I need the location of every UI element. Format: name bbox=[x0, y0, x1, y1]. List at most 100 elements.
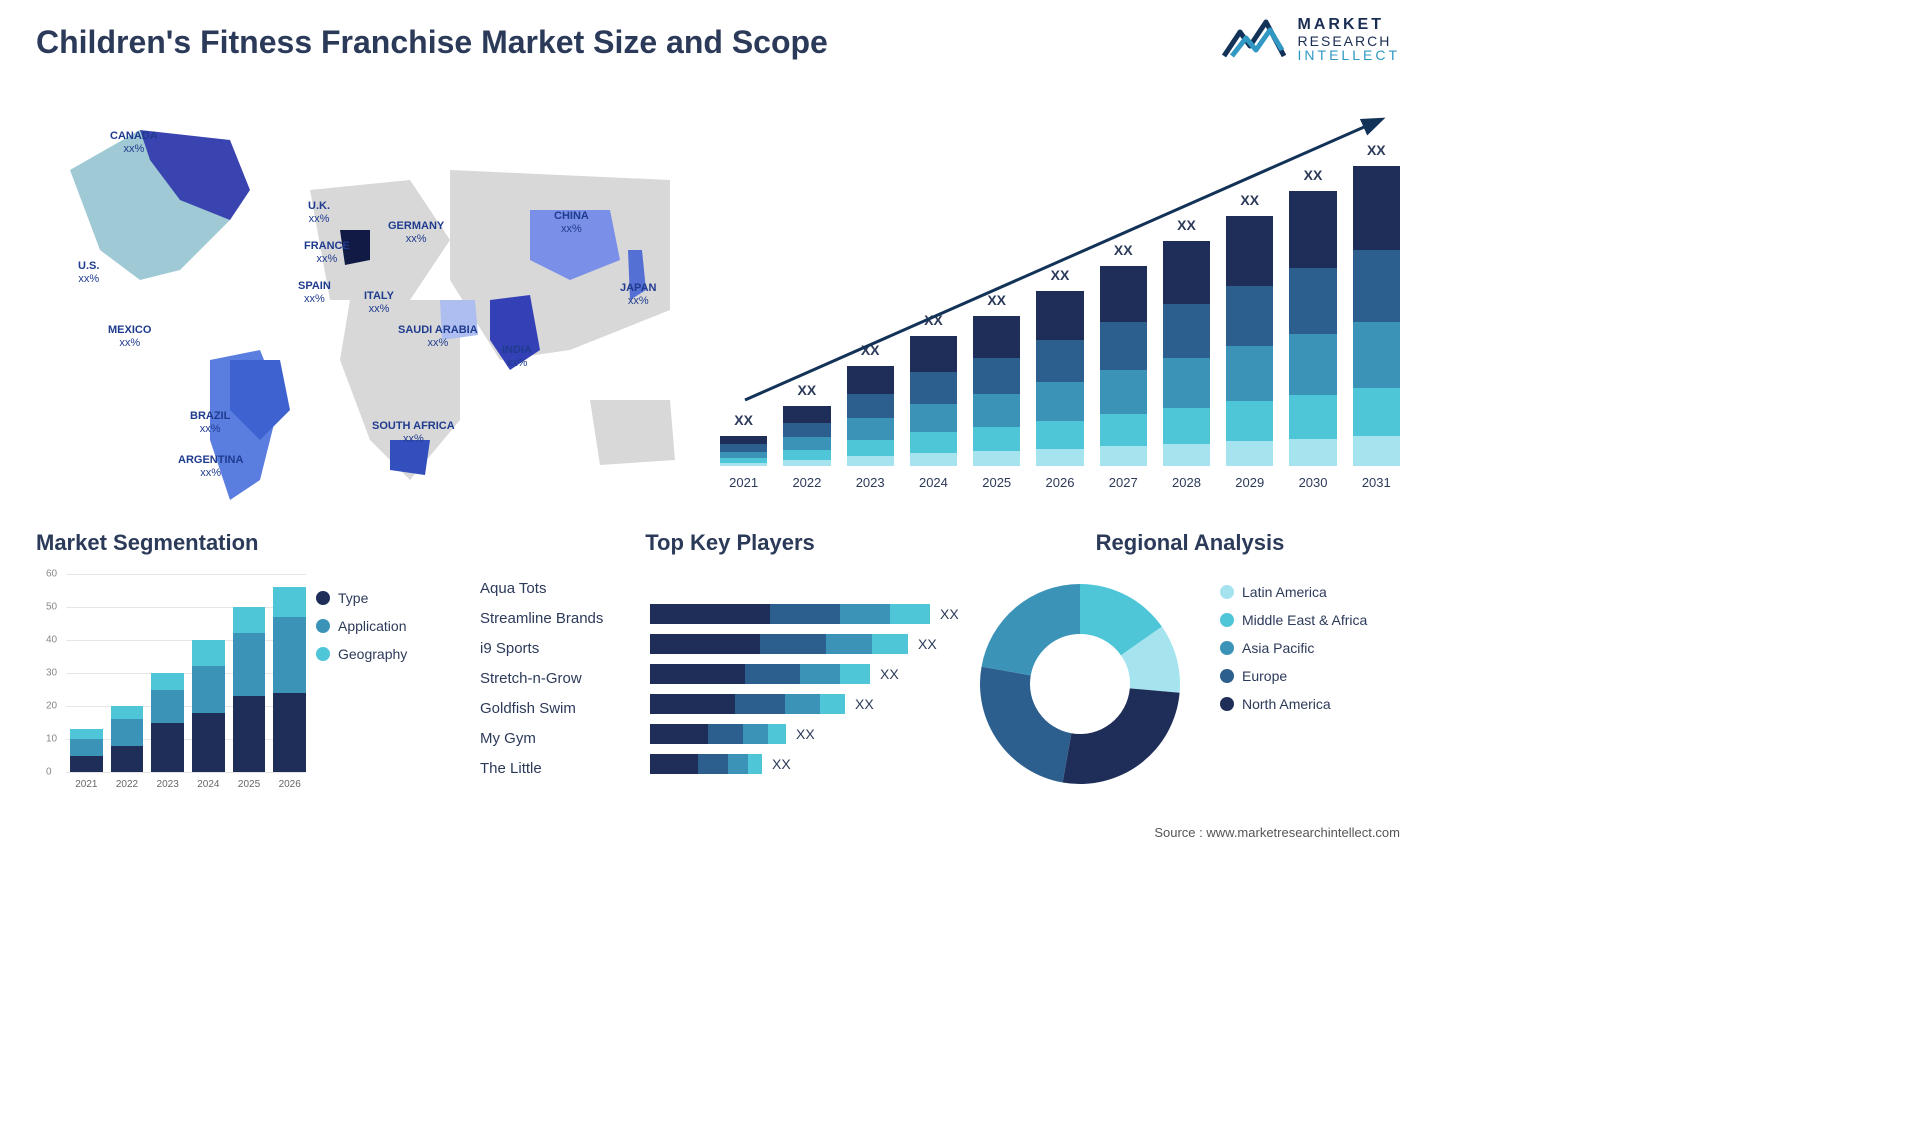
player-bar-seg bbox=[826, 634, 872, 654]
player-name: My Gym bbox=[480, 724, 640, 754]
trend-bar-seg bbox=[720, 463, 767, 466]
trend-bar-seg bbox=[1226, 346, 1273, 401]
trend-bar-seg bbox=[1226, 401, 1273, 441]
trend-bar-seg bbox=[720, 452, 767, 459]
map-label-france: FRANCExx% bbox=[304, 240, 350, 265]
legend-dot-icon bbox=[316, 619, 330, 633]
logo-text-1: MARKET bbox=[1298, 17, 1400, 34]
map-label-u-s-: U.S.xx% bbox=[78, 260, 99, 285]
player-bar-seg bbox=[800, 664, 840, 684]
trend-bar-seg bbox=[1100, 266, 1147, 322]
trend-bar-seg bbox=[1036, 449, 1083, 467]
trend-bar-seg bbox=[1036, 382, 1083, 421]
world-map: CANADAxx%U.S.xx%MEXICOxx%BRAZILxx%ARGENT… bbox=[30, 100, 690, 500]
trend-bar-label: XX bbox=[910, 312, 957, 328]
trend-x-tick: 2024 bbox=[910, 475, 957, 490]
trend-bar-seg bbox=[1289, 191, 1336, 268]
map-label-china: CHINAxx% bbox=[554, 210, 589, 235]
trend-bar-label: XX bbox=[847, 342, 894, 358]
map-label-south-africa: SOUTH AFRICAxx% bbox=[372, 420, 455, 445]
legend-dot-icon bbox=[1220, 697, 1234, 711]
player-name: Goldfish Swim bbox=[480, 694, 640, 724]
player-bar-seg bbox=[650, 724, 708, 744]
trend-bar-seg bbox=[783, 406, 830, 423]
y-tick-label: 60 bbox=[46, 569, 57, 580]
segm-seg bbox=[233, 696, 266, 772]
segm-seg bbox=[273, 617, 306, 693]
segm-seg bbox=[273, 693, 306, 772]
player-bar: XX bbox=[650, 664, 970, 684]
trend-bar-label: XX bbox=[720, 412, 767, 428]
player-bar: XX bbox=[650, 634, 970, 654]
segm-seg bbox=[151, 673, 184, 690]
trend-bar-seg bbox=[1353, 322, 1400, 388]
trend-bar-seg bbox=[1100, 414, 1147, 446]
trend-bar-seg bbox=[1289, 268, 1336, 334]
map-label-japan: JAPANxx% bbox=[620, 282, 656, 307]
legend-dot-icon bbox=[1220, 585, 1234, 599]
segm-legend-item: Application bbox=[316, 618, 456, 634]
legend-label: Europe bbox=[1242, 668, 1287, 684]
segm-seg bbox=[151, 690, 184, 723]
map-label-u-k-: U.K.xx% bbox=[308, 200, 330, 225]
player-bar-seg bbox=[840, 664, 870, 684]
trend-bar-2024: XX bbox=[910, 336, 957, 466]
donut-chart bbox=[970, 574, 1190, 794]
legend-dot-icon bbox=[1220, 613, 1234, 627]
trend-bar-label: XX bbox=[1289, 167, 1336, 183]
trend-bar-seg bbox=[783, 437, 830, 450]
segm-seg bbox=[192, 713, 225, 772]
legend-dot-icon bbox=[1220, 669, 1234, 683]
trend-bar-seg bbox=[1100, 370, 1147, 414]
segm-bar-2021 bbox=[70, 729, 103, 772]
trend-bar-seg bbox=[783, 423, 830, 437]
logo-text-2: RESEARCH bbox=[1298, 34, 1400, 49]
player-bar: XX bbox=[650, 754, 970, 774]
trend-x-tick: 2031 bbox=[1353, 475, 1400, 490]
player-bar-seg bbox=[735, 694, 785, 714]
player-name: The Little bbox=[480, 754, 640, 784]
trend-bar-seg bbox=[1289, 395, 1336, 439]
trend-bar-seg bbox=[910, 336, 957, 372]
trend-bar-seg bbox=[1036, 291, 1083, 340]
trend-bar-seg bbox=[1353, 166, 1400, 250]
trend-bar-seg bbox=[1289, 439, 1336, 467]
trend-bar-seg bbox=[1100, 322, 1147, 370]
map-label-india: INDIAxx% bbox=[502, 344, 532, 369]
player-bar-seg bbox=[650, 634, 760, 654]
trend-bar-2026: XX bbox=[1036, 291, 1083, 466]
trend-bar-seg bbox=[1226, 441, 1273, 466]
source-text: Source : www.marketresearchintellect.com bbox=[1154, 825, 1400, 840]
map-label-canada: CANADAxx% bbox=[110, 130, 158, 155]
segm-seg bbox=[111, 706, 144, 719]
trend-bar-seg bbox=[1353, 436, 1400, 466]
player-bar-seg bbox=[698, 754, 728, 774]
segm-seg bbox=[192, 666, 225, 712]
segm-seg bbox=[233, 607, 266, 633]
trend-x-tick: 2028 bbox=[1163, 475, 1210, 490]
map-label-argentina: ARGENTINAxx% bbox=[178, 454, 243, 479]
legend-label: North America bbox=[1242, 696, 1331, 712]
legend-label: Asia Pacific bbox=[1242, 640, 1314, 656]
player-bar-seg bbox=[890, 604, 930, 624]
player-bar-seg bbox=[840, 604, 890, 624]
logo-text-3: INTELLECT bbox=[1298, 48, 1400, 63]
y-tick-label: 40 bbox=[46, 635, 57, 646]
trend-x-tick: 2026 bbox=[1036, 475, 1083, 490]
world-map-svg bbox=[30, 100, 690, 500]
trend-chart: XXXXXXXXXXXXXXXXXXXXXX 20212022202320242… bbox=[720, 110, 1400, 490]
legend-dot-icon bbox=[316, 647, 330, 661]
brand-mark-icon bbox=[1222, 16, 1286, 64]
regional-legend-item: North America bbox=[1220, 696, 1400, 712]
player-name: Streamline Brands bbox=[480, 604, 640, 634]
regional-legend-item: Middle East & Africa bbox=[1220, 612, 1400, 628]
player-bar-seg bbox=[820, 694, 845, 714]
trend-bar-2028: XX bbox=[1163, 241, 1210, 466]
map-label-mexico: MEXICOxx% bbox=[108, 324, 151, 349]
map-label-italy: ITALYxx% bbox=[364, 290, 394, 315]
trend-bar-seg bbox=[973, 394, 1020, 427]
trend-bar-seg bbox=[847, 456, 894, 466]
player-bar-seg bbox=[650, 694, 735, 714]
player-bar-seg bbox=[760, 634, 826, 654]
segmentation-title: Market Segmentation bbox=[36, 530, 456, 556]
